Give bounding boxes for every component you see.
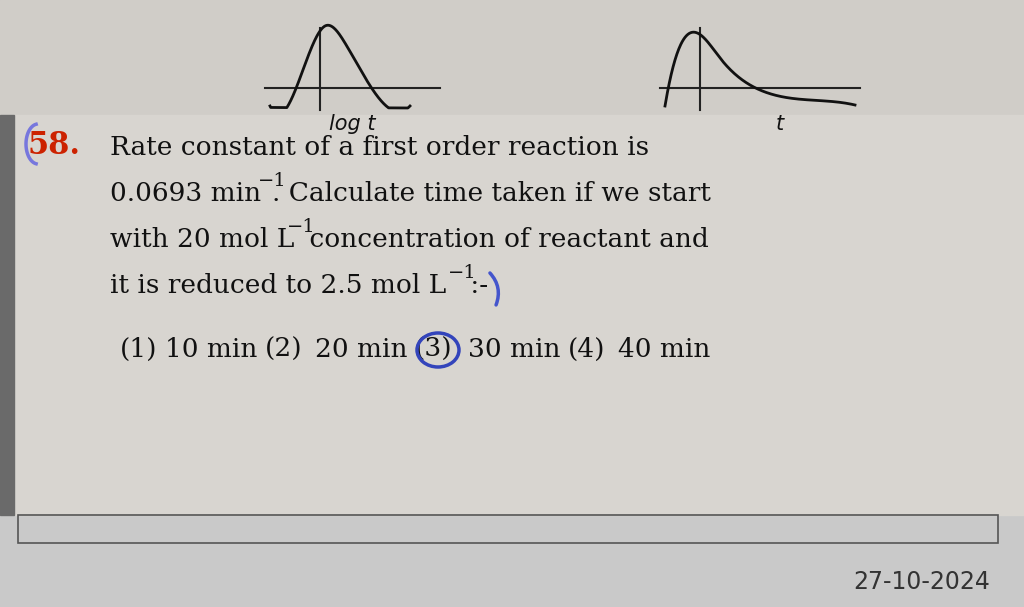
Text: (2): (2) [265, 337, 303, 362]
Text: (1): (1) [120, 337, 158, 362]
Text: Rate constant of a first order reaction is: Rate constant of a first order reaction … [110, 135, 649, 160]
Text: −1: −1 [287, 218, 315, 236]
Text: with 20 mol L: with 20 mol L [110, 227, 294, 252]
Text: 40 min: 40 min [618, 337, 711, 362]
Text: 30 min: 30 min [468, 337, 560, 362]
Text: concentration of reactant and: concentration of reactant and [301, 227, 709, 252]
Text: :-: :- [462, 273, 488, 298]
Text: 0.0693 min: 0.0693 min [110, 181, 261, 206]
Text: log t: log t [329, 114, 375, 134]
Text: −1: −1 [258, 172, 287, 190]
Text: 10 min: 10 min [165, 337, 257, 362]
Text: −1: −1 [449, 264, 477, 282]
Text: (4): (4) [568, 337, 605, 362]
Bar [18, 515, 998, 543]
Text: 20 min: 20 min [315, 337, 408, 362]
Bar [0, 115, 14, 515]
Text: it is reduced to 2.5 mol L: it is reduced to 2.5 mol L [110, 273, 446, 298]
Text: (3): (3) [415, 337, 453, 362]
Text: 58.: 58. [28, 130, 81, 161]
Bar [0, 115, 1024, 515]
Text: t: t [776, 114, 784, 134]
Text: . Calculate time taken if we start: . Calculate time taken if we start [272, 181, 711, 206]
Text: 27-10-2024: 27-10-2024 [853, 570, 990, 594]
Bar [0, 0, 1024, 115]
